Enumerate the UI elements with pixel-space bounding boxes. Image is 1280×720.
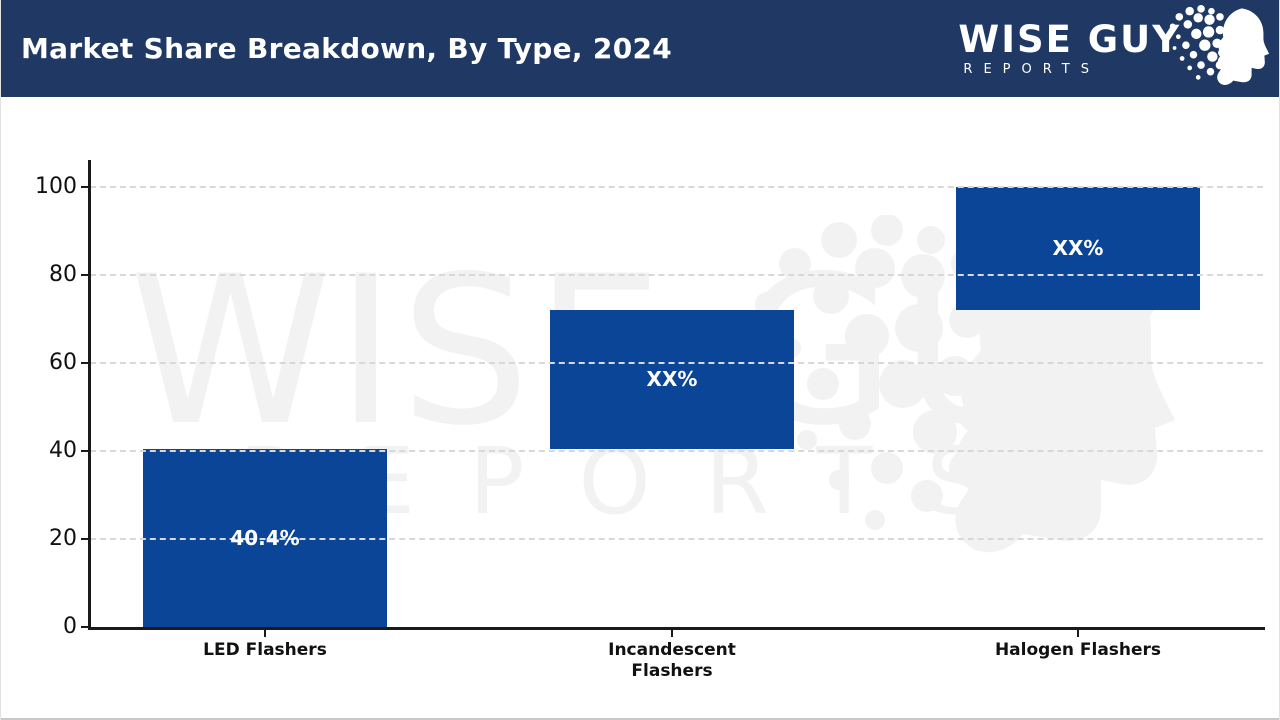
y-tick-20 xyxy=(81,537,89,540)
brand-logo: WISE GUY REPORTS xyxy=(958,4,1271,93)
y-tick-label-80: 80 xyxy=(49,261,77,287)
y-tick-label-0: 0 xyxy=(63,614,77,639)
y-tick-40 xyxy=(81,449,89,452)
y-tick-80 xyxy=(81,273,89,276)
gridline-80 xyxy=(90,273,1263,276)
y-tick-label-20: 20 xyxy=(49,525,77,551)
category-label-1: Incandescent Flashers xyxy=(608,640,736,681)
x-tick-0 xyxy=(264,629,266,637)
logo-wordmark: WISE GUY xyxy=(958,17,1181,61)
bar-value-label-2: XX% xyxy=(1052,236,1104,261)
x-tick-1 xyxy=(671,629,673,637)
page-title: Market Share Breakdown, By Type, 2024 xyxy=(21,32,673,65)
bar-value-label-0: 40.4% xyxy=(230,526,300,551)
y-tick-label-60: 60 xyxy=(49,349,77,375)
category-label-0: LED Flashers xyxy=(203,640,327,660)
gridline-20 xyxy=(90,537,1263,540)
header-bar: Market Share Breakdown, By Type, 2024 WI… xyxy=(1,0,1279,97)
y-axis-spine xyxy=(88,160,91,629)
logo-subtitle: REPORTS xyxy=(963,61,1101,77)
x-tick-2 xyxy=(1077,629,1079,637)
category-label-2: Halogen Flashers xyxy=(994,640,1162,660)
y-tick-60 xyxy=(81,361,89,364)
gridline-60 xyxy=(90,361,1263,364)
bar-value-label-1: XX% xyxy=(646,367,698,392)
gridline-100 xyxy=(90,185,1263,188)
y-tick-0 xyxy=(81,626,89,628)
y-tick-100 xyxy=(81,185,89,188)
x-axis-spine xyxy=(88,627,1265,630)
y-tick-label-40: 40 xyxy=(49,437,77,463)
gridline-40 xyxy=(90,449,1263,452)
bar-1 xyxy=(550,309,794,450)
y-tick-label-100: 100 xyxy=(35,173,77,199)
logo-face-icon xyxy=(1169,4,1270,85)
brand-logo-text: WISE GUY REPORTS xyxy=(958,21,1181,77)
